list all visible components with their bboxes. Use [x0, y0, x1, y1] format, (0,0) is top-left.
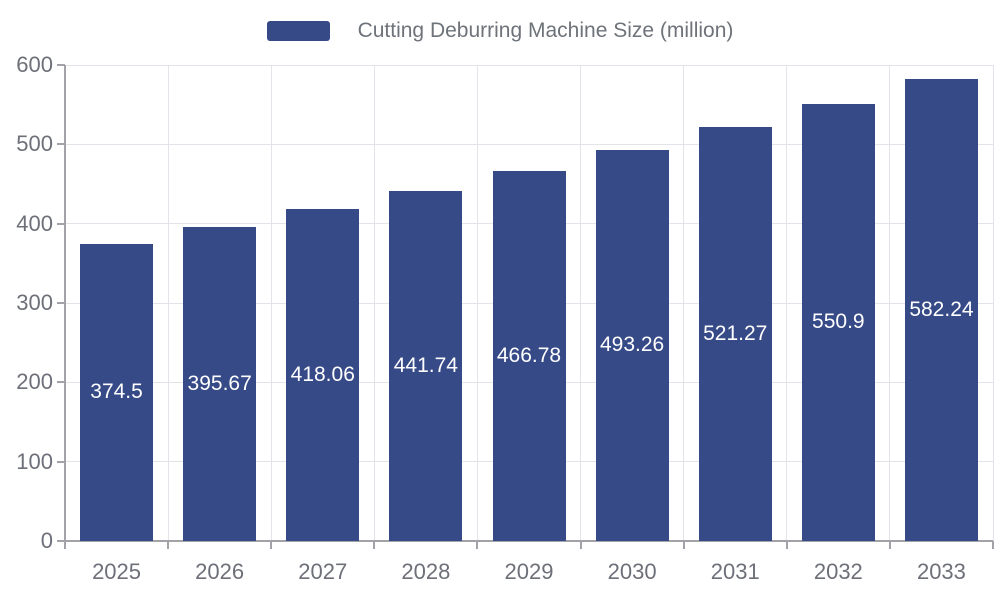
- gridline-vertical: [167, 65, 169, 541]
- bar[interactable]: [389, 190, 463, 541]
- x-axis-tick-label: 2030: [607, 559, 657, 584]
- x-axis-tick-label: 2026: [195, 559, 245, 584]
- plot-area: 0 100 200 300 400 500 600 374.5 2025 395.67 2026 41…: [16, 52, 994, 584]
- x-axis-tick-label: 2029: [504, 559, 554, 584]
- y-axis-tick: [57, 381, 65, 384]
- y-axis-tick-label: 200: [16, 369, 53, 395]
- x-axis-tick-label: 2028: [401, 559, 451, 584]
- gridline-vertical: [373, 65, 375, 541]
- gridline-vertical: [992, 65, 994, 541]
- x-axis-tick: [167, 541, 170, 549]
- y-axis-line: [64, 65, 66, 541]
- x-axis-tick-label: 2031: [710, 559, 760, 584]
- legend-item[interactable]: Cutting Deburring Machine Size (million): [0, 20, 1000, 42]
- x-axis-tick: [888, 541, 891, 549]
- y-axis-tick: [57, 222, 65, 225]
- gridline-vertical: [786, 65, 788, 541]
- x-axis-tick: [476, 541, 479, 549]
- bar[interactable]: [698, 127, 772, 541]
- gridline-vertical: [889, 65, 891, 541]
- gridline-horizontal: [65, 64, 993, 66]
- legend-swatch: [266, 21, 330, 41]
- gridline-vertical: [683, 65, 685, 541]
- bar[interactable]: [492, 170, 566, 541]
- x-axis-tick: [64, 541, 66, 549]
- y-axis-tick: [57, 460, 65, 463]
- y-axis-tick-label: 400: [16, 210, 53, 236]
- bar[interactable]: [286, 209, 360, 541]
- bar[interactable]: [80, 243, 154, 541]
- x-axis-tick: [373, 541, 376, 549]
- y-axis-tick: [57, 143, 65, 146]
- x-axis-tick-label: 2033: [916, 559, 966, 584]
- x-axis-tick-label: 2032: [813, 559, 863, 584]
- x-axis-tick-label: 2025: [92, 559, 142, 584]
- gridline-vertical: [476, 65, 478, 541]
- y-axis-tick-label: 300: [16, 290, 53, 315]
- x-axis-tick: [992, 541, 994, 549]
- x-axis-line: [57, 540, 993, 542]
- y-axis-tick-label: 0: [40, 528, 53, 553]
- bar[interactable]: [183, 227, 257, 541]
- x-axis-tick: [579, 541, 582, 549]
- gridline-vertical: [580, 65, 582, 541]
- legend-label: Cutting Deburring Machine Size (million): [357, 19, 734, 42]
- x-axis-tick: [785, 541, 788, 549]
- y-axis-tick: [57, 302, 65, 304]
- x-axis-tick: [270, 541, 273, 549]
- x-axis-tick: [682, 541, 685, 549]
- y-axis-tick-label: 500: [16, 131, 53, 157]
- gridline-vertical: [270, 65, 272, 541]
- y-axis-tick-label: 100: [16, 448, 53, 474]
- y-axis-tick: [57, 64, 65, 66]
- y-axis-tick-label: 600: [16, 52, 53, 77]
- bar[interactable]: [801, 103, 875, 541]
- bar[interactable]: [904, 79, 978, 541]
- bar[interactable]: [595, 149, 669, 541]
- x-axis-tick-label: 2027: [298, 559, 348, 584]
